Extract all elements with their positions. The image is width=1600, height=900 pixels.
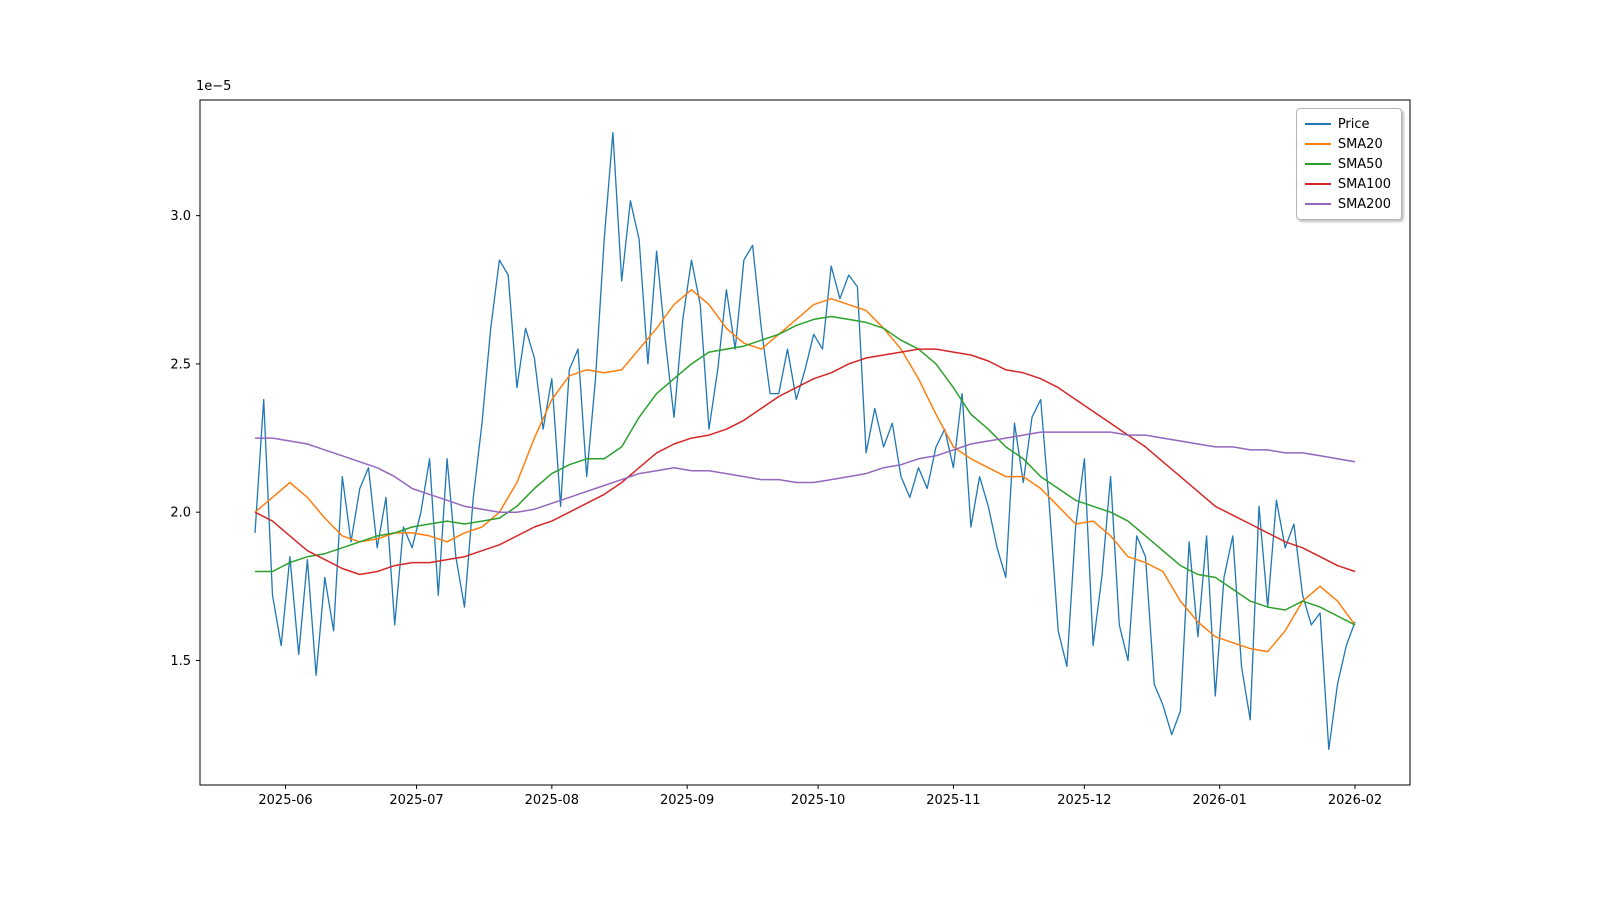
legend-item-sma200: SMA200 <box>1304 194 1391 214</box>
x-tick-label: 2025-11 <box>926 793 980 808</box>
legend-line-swatch-sma200 <box>1304 203 1331 205</box>
x-tick-label: 2025-09 <box>660 793 714 808</box>
y-axis-offset-label: 1e−5 <box>196 79 232 94</box>
x-tick-label: 2026-01 <box>1193 793 1247 808</box>
price-line <box>254 131 1356 751</box>
legend-label-sma100: SMA100 <box>1337 176 1391 192</box>
x-tick-label: 2026-02 <box>1328 793 1382 808</box>
x-tick-label: 2025-06 <box>258 793 312 808</box>
y-tick-label: 1.5 <box>170 654 191 669</box>
sma200-line <box>255 431 1356 513</box>
axes-spines <box>199 99 1411 786</box>
legend-label-sma20: SMA20 <box>1337 136 1383 152</box>
legend-item-price: Price <box>1304 114 1391 134</box>
x-tick-label: 2025-08 <box>525 793 579 808</box>
y-tick-label: 2.5 <box>170 357 191 372</box>
y-tick-label: 3.0 <box>170 209 191 224</box>
legend-item-sma100: SMA100 <box>1304 174 1391 194</box>
legend-label-sma200: SMA200 <box>1337 196 1391 212</box>
legend-line-swatch-price <box>1304 123 1331 125</box>
legend-item-sma50: SMA50 <box>1304 154 1391 174</box>
x-tick-label: 2025-12 <box>1057 793 1111 808</box>
legend-label-price: Price <box>1337 116 1370 132</box>
legend-label-sma50: SMA50 <box>1337 156 1383 172</box>
legend-item-sma20: SMA20 <box>1304 134 1391 154</box>
sma20-line <box>254 289 1356 653</box>
sma50-line <box>255 315 1356 626</box>
sma100-line <box>254 348 1356 576</box>
legend-line-swatch-sma50 <box>1304 163 1331 165</box>
legend-line-swatch-sma100 <box>1304 183 1331 185</box>
x-tick-label: 2025-07 <box>389 793 443 808</box>
x-tick-label: 2025-10 <box>791 793 845 808</box>
y-tick-label: 2.0 <box>170 506 191 521</box>
legend-line-swatch-sma20 <box>1304 143 1331 145</box>
legend: Price SMA20 SMA50 SMA100 SMA200 <box>1295 108 1402 220</box>
